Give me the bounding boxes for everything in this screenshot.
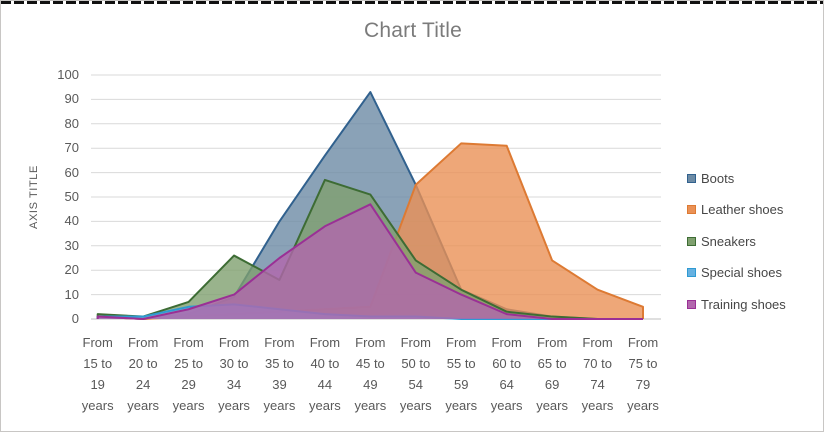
area-fill-leather-shoes[interactable] [97,143,643,319]
y-tick-label: 40 [64,213,79,229]
legend-label: Leather shoes [701,202,784,218]
y-tick-label: 0 [71,311,79,326]
legend-item-training-shoes[interactable]: Training shoes [687,295,786,313]
legend-marker-leather-shoes-icon [687,205,696,215]
legend-marker-training-shoes-icon [687,299,696,309]
x-tick-label: From 30 to 34 years [218,335,250,413]
selection-border-top [1,1,823,4]
x-tick-label: From 25 to 29 years [172,335,205,413]
x-tick-label: From 75 to 79 years [627,335,659,413]
x-tick-label: From 60 to 64 years [490,335,523,413]
x-tick-label: From 70 to 74 years [581,335,614,413]
y-tick-label: 50 [64,189,79,204]
legend-item-leather-shoes[interactable]: Leather shoes [687,201,783,219]
y-tick-label: 80 [64,115,79,131]
y-tick-label: 20 [64,262,79,278]
legend-item-special-shoes[interactable]: Special shoes [687,264,782,282]
legend-item-sneakers[interactable]: Sneakers [687,232,756,250]
y-tick-label: 10 [64,286,79,302]
x-tick-label: From 20 to 24 years [127,335,160,413]
x-tick-label: From 40 to 44 years [309,335,341,413]
legend-label: Sneakers [701,233,756,249]
legend-marker-boots-icon [687,173,696,183]
x-tick-label: From 45 to 49 years [354,335,387,413]
x-tick-label: From 15 to 19 years [81,335,114,413]
legend-label: Special shoes [701,265,782,281]
x-tick-label: From 50 to 54 years [399,335,432,413]
x-tick-label: From 65 to 69 years [536,335,568,413]
y-tick-label: 60 [64,164,79,180]
area-fill-training-shoes[interactable] [97,204,643,319]
y-tick-label: 90 [64,91,79,107]
x-tick-label: From 35 to 39 years [263,335,296,413]
y-tick-label: 30 [64,237,79,253]
legend-label: Boots [701,170,735,186]
legend-label: Training shoes [701,296,786,312]
y-tick-label: 100 [57,67,79,82]
x-tick-label: From 55 to 59 years [445,335,478,413]
y-tick-label: 70 [64,140,79,156]
chart-title[interactable]: Chart Title [364,19,462,42]
area-line-training-shoes[interactable] [96,203,643,320]
legend-item-boots[interactable]: Boots [687,169,734,187]
legend-marker-sneakers-icon [687,236,696,246]
legend-marker-special-shoes-icon [687,268,696,278]
